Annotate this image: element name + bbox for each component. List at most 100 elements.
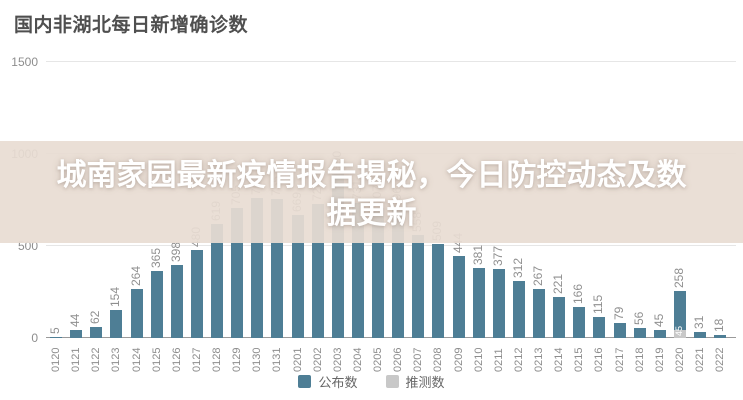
bar-value-label: 154	[108, 286, 123, 307]
bar-0218[interactable]	[633, 328, 646, 338]
bar-0128[interactable]	[211, 224, 224, 338]
bar-0216[interactable]	[593, 317, 606, 338]
bar-value-label: 221	[551, 273, 566, 294]
x-axis-label: 0203	[331, 347, 344, 372]
bar-value-label: 166	[571, 283, 586, 304]
x-axis-label: 0123	[110, 347, 123, 372]
x-axis-label: 0130	[251, 347, 264, 372]
bar-0120[interactable]	[50, 337, 63, 338]
bar-slot-0120: 5 0120	[46, 62, 66, 372]
bar-value-label: 45	[651, 313, 666, 327]
x-axis-label: 0127	[190, 347, 203, 372]
bar-value-label: 381	[470, 244, 485, 265]
bar-0207[interactable]	[412, 235, 425, 338]
bar-value-label: 312	[510, 257, 525, 278]
x-axis-label: 0208	[432, 347, 445, 372]
overlay-banner: 城南家园最新疫情报告揭秘，今日防控动态及数 据更新	[0, 141, 743, 243]
x-axis-label: 0220	[673, 347, 686, 372]
bar-chart: 5 0120 44 0121 62 0122 154 0123 264 0124 365 0125 39…	[46, 62, 730, 372]
x-axis-label: 0204	[351, 347, 364, 372]
bar-value-label: 365	[148, 247, 163, 268]
x-axis-label: 0219	[653, 347, 666, 372]
x-axis-label: 0222	[714, 347, 727, 372]
legend-item-published[interactable]: 公布数	[298, 372, 358, 391]
x-axis-label: 0120	[50, 347, 63, 372]
bar-0214[interactable]	[553, 297, 566, 338]
bar-slot-0217: 79 0217	[610, 62, 630, 372]
bar-slot-0221: 31 0221	[690, 62, 710, 372]
x-axis-label: 0210	[472, 347, 485, 372]
bar-slot-0124: 264 0124	[127, 62, 147, 372]
bar-0221[interactable]	[694, 332, 707, 338]
bar-value-label: 267	[531, 265, 546, 286]
x-axis-label: 0201	[291, 347, 304, 372]
bar-value-label: 79	[611, 306, 626, 320]
chart-legend: 公布数 推测数	[0, 371, 743, 391]
bar-0222[interactable]	[714, 335, 727, 338]
bar-value-label: 115	[591, 294, 606, 314]
bar-0210[interactable]	[472, 268, 485, 338]
legend-label: 推测数	[405, 374, 445, 390]
bar-0123[interactable]	[110, 310, 123, 338]
bar-0122[interactable]	[90, 327, 103, 338]
bar-slot-0209: 4440209	[449, 62, 469, 372]
x-axis-label: 0205	[372, 347, 385, 372]
bar-0209[interactable]	[452, 256, 465, 338]
bar-slot-0121: 44 0121	[66, 62, 86, 372]
bar-slot-0214: 221 0214	[549, 62, 569, 372]
y-axis-tick: 0	[31, 331, 38, 345]
x-axis-label: 0206	[392, 347, 405, 372]
x-axis-label: 0202	[311, 347, 324, 372]
x-axis-label: 0214	[553, 347, 566, 372]
x-axis-label: 0131	[271, 347, 284, 372]
bar-0126[interactable]	[170, 265, 183, 338]
bar-0212[interactable]	[512, 281, 525, 338]
bar-value-label: 56	[631, 311, 646, 325]
x-axis-label: 0216	[593, 347, 606, 372]
bar-value-label: 18	[712, 318, 727, 332]
overlay-text-line2: 据更新	[326, 197, 417, 230]
bar-slot-0216: 115 0216	[589, 62, 609, 372]
x-axis-label: 0209	[452, 347, 465, 372]
bar-0121[interactable]	[70, 330, 83, 338]
x-axis-label: 0207	[412, 347, 425, 372]
bar-0208[interactable]	[432, 244, 445, 338]
bar-0127[interactable]	[190, 250, 203, 338]
bar-value-label: 264	[128, 265, 143, 286]
bar-slot-0212: 312 0212	[509, 62, 529, 372]
bar-slot-0128: 6190128	[207, 62, 227, 372]
bar-slot-0201: 6690201	[288, 62, 308, 372]
gridline	[46, 61, 736, 62]
x-axis-label: 0128	[211, 347, 224, 372]
bar-0220[interactable]	[673, 291, 686, 338]
bar-0213[interactable]	[533, 289, 546, 338]
bar-slot-0213: 267 0213	[529, 62, 549, 372]
x-axis-label: 0126	[170, 347, 183, 372]
bar-estimated-segment-0220[interactable]	[673, 330, 686, 338]
legend-swatch-estimated	[385, 374, 399, 388]
bar-value-label: 258	[671, 267, 686, 288]
bar-value-label: 62	[88, 310, 103, 324]
x-axis-label: 0215	[573, 347, 586, 372]
bar-slot-0218: 56 0218	[630, 62, 650, 372]
x-axis-label: 0121	[70, 347, 83, 372]
x-axis-label: 0125	[150, 347, 163, 372]
bar-0201[interactable]	[291, 215, 304, 338]
x-axis-label: 0212	[512, 347, 525, 372]
legend-item-estimated[interactable]: 推测数	[385, 372, 445, 391]
bar-0219[interactable]	[653, 330, 666, 338]
bar-0125[interactable]	[150, 271, 163, 338]
bar-slot-0222: 18 0222	[710, 62, 730, 372]
bar-estimated-label: 45	[673, 325, 684, 336]
bar-0217[interactable]	[613, 323, 626, 338]
bar-0211[interactable]	[492, 269, 505, 338]
bar-0215[interactable]	[573, 307, 586, 338]
x-axis-label: 0213	[533, 347, 546, 372]
bar-slot-0207: 5580207	[408, 62, 428, 372]
bar-0124[interactable]	[130, 289, 143, 338]
gridline	[46, 245, 736, 246]
bar-value-label: 398	[168, 241, 183, 262]
bar-slot-0215: 166 0215	[569, 62, 589, 372]
x-axis-label: 0217	[613, 347, 626, 372]
